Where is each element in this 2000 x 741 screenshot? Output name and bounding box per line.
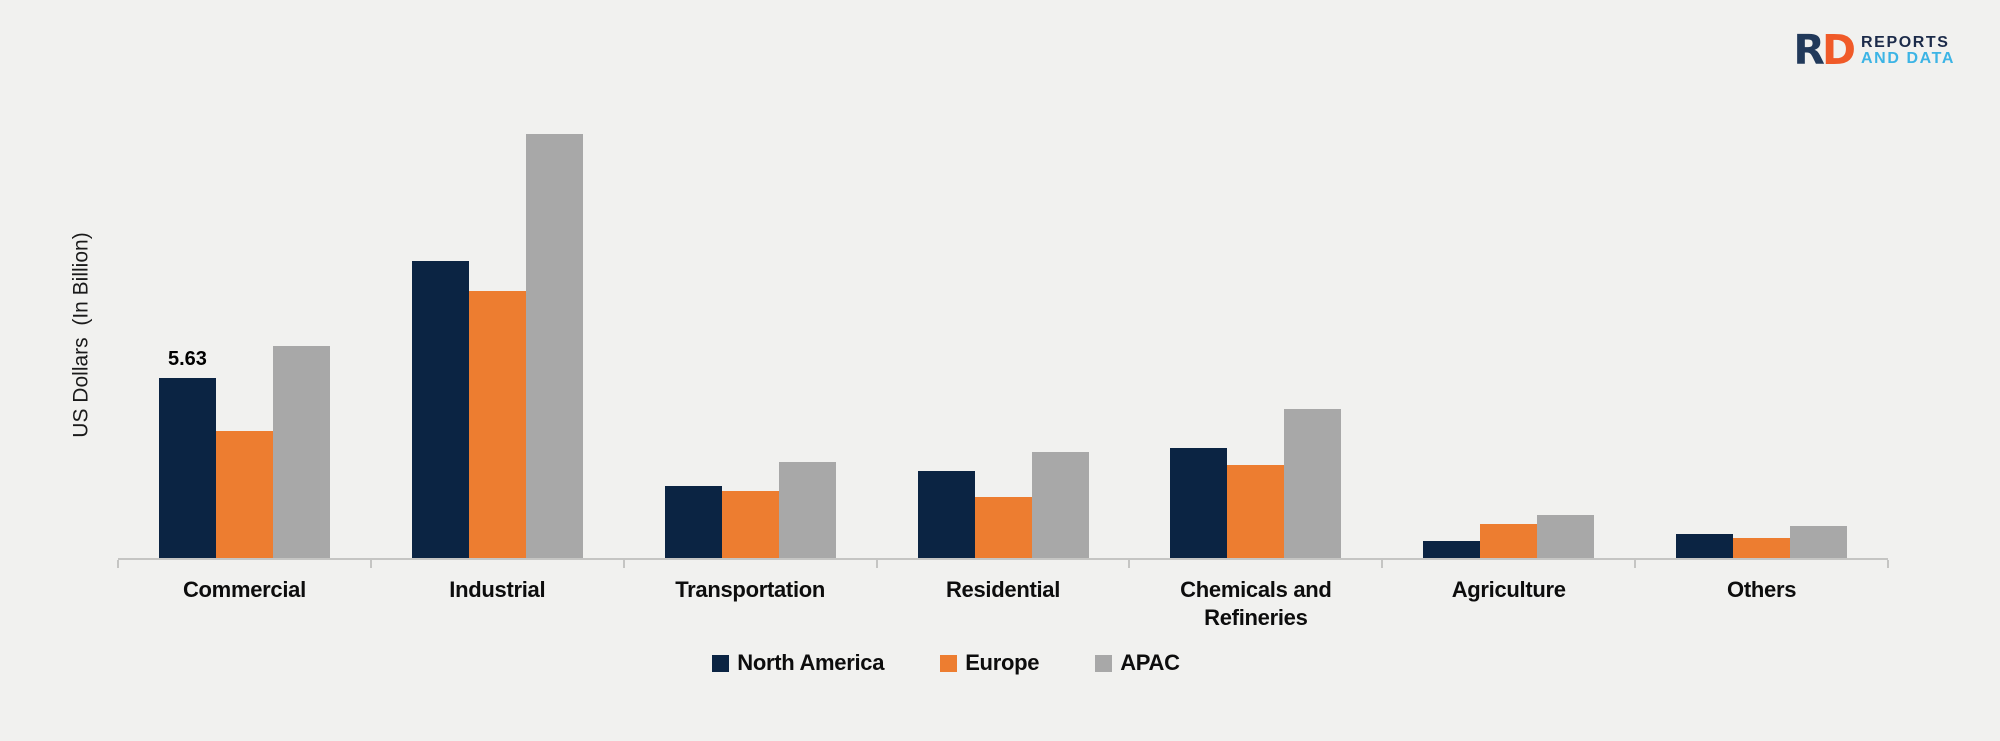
bar-europe-transportation (721, 491, 779, 558)
x-axis-tick (1128, 560, 1130, 568)
bar-col-apac-transportation (778, 462, 836, 558)
bar-north-america-transportation (664, 486, 722, 558)
x-axis-tick (1634, 560, 1636, 568)
bar-europe-agriculture (1480, 524, 1538, 558)
x-label-residential: Residential (877, 576, 1130, 631)
bar-group-industrial (371, 110, 624, 558)
bar-group-chemicals-and-refineries (1129, 110, 1382, 558)
bar-col-europe-residential (974, 497, 1032, 558)
x-axis-tick (623, 560, 625, 568)
legend-label-north-america: North America (737, 650, 885, 675)
brand-logo: R D REPORTS AND DATA (1793, 26, 1955, 74)
bar-apac-residential (1031, 452, 1089, 558)
data-label-north-america-commercial: 5.63 (167, 348, 207, 370)
bar-apac-commercial (272, 346, 330, 558)
bar-col-north-america-chemicals-and-refineries (1170, 448, 1228, 558)
x-axis-tick (370, 560, 372, 568)
x-label-text: Residential (945, 577, 1061, 602)
bar-north-america-residential (917, 471, 975, 558)
brand-logo-mark: R D (1793, 26, 1856, 74)
x-label-text: Agriculture (1451, 577, 1566, 602)
bar-group-agriculture (1382, 110, 1635, 558)
legend-swatch-apac (1095, 654, 1113, 672)
x-label-text: Chemicals and Refineries (1180, 577, 1332, 630)
bar-col-apac-others (1790, 526, 1848, 558)
bar-group-transportation (624, 110, 877, 558)
plot-area: 5.63 (118, 110, 1888, 558)
brand-logo-text: REPORTS AND DATA (1861, 33, 1955, 67)
bar-europe-chemicals-and-refineries (1227, 465, 1285, 558)
legend-item-north-america: North America (712, 650, 884, 676)
legend: North America Europe APAC (0, 650, 1892, 676)
bar-col-europe-transportation (721, 491, 779, 558)
bar-col-apac-residential (1031, 452, 1089, 558)
bar-europe-others (1733, 538, 1791, 558)
x-label-transportation: Transportation (624, 576, 877, 631)
bar-col-north-america-industrial (411, 261, 469, 558)
x-axis-line (118, 558, 1888, 560)
brand-name-line2: AND DATA (1861, 49, 1955, 67)
legend-swatch-europe (940, 654, 958, 672)
bar-col-north-america-agriculture (1423, 541, 1481, 558)
legend-label-apac: APAC (1120, 650, 1180, 675)
bar-col-north-america-residential (917, 471, 975, 558)
brand-name-line1: REPORTS (1861, 33, 1950, 51)
bar-group-commercial: 5.63 (118, 110, 371, 558)
bar-north-america-agriculture (1423, 541, 1481, 558)
x-label-chemicals-and-refineries: Chemicals and Refineries (1129, 576, 1382, 631)
bar-group-residential (877, 110, 1130, 558)
legend-swatch-north-america (712, 654, 730, 672)
x-axis-tick (1381, 560, 1383, 568)
y-axis-title-wrap: US Dollars (In Billion) (60, 170, 104, 500)
bar-col-north-america-commercial: 5.63 (158, 348, 216, 558)
legend-label-europe: Europe (965, 650, 1040, 675)
bar-apac-chemicals-and-refineries (1284, 409, 1342, 558)
legend-item-europe: Europe (940, 650, 1039, 676)
bar-north-america-chemicals-and-refineries (1170, 448, 1228, 558)
bar-europe-industrial (468, 291, 526, 558)
x-axis-tick (117, 560, 119, 568)
bar-col-north-america-others (1676, 534, 1734, 558)
bar-apac-others (1790, 526, 1848, 558)
bar-europe-commercial (215, 431, 273, 558)
x-axis-labels: Commercial Industrial Transportation Reside… (118, 576, 1888, 631)
bar-col-apac-industrial (525, 134, 583, 558)
logo-letter-r: R (1793, 26, 1825, 74)
bar-north-america-others (1676, 534, 1734, 558)
x-label-agriculture: Agriculture (1382, 576, 1635, 631)
bar-col-apac-chemicals-and-refineries (1284, 409, 1342, 558)
bar-col-europe-agriculture (1480, 524, 1538, 558)
logo-letter-d: D (1821, 26, 1856, 74)
bar-north-america-industrial (411, 261, 469, 558)
x-label-others: Others (1635, 576, 1888, 631)
legend-item-apac: APAC (1095, 650, 1180, 676)
x-label-text: Others (1727, 577, 1797, 602)
y-axis-title: US Dollars (In Billion) (70, 232, 94, 438)
bar-north-america-commercial (158, 378, 216, 558)
bar-col-europe-industrial (468, 291, 526, 558)
x-label-text: Transportation (675, 577, 826, 602)
bar-europe-residential (974, 497, 1032, 558)
x-axis-tick (876, 560, 878, 568)
bar-col-north-america-transportation (664, 486, 722, 558)
bar-col-apac-agriculture (1537, 515, 1595, 558)
x-label-text: Commercial (182, 577, 306, 602)
bar-col-europe-commercial (215, 431, 273, 558)
x-label-commercial: Commercial (118, 576, 371, 631)
bar-col-europe-others (1733, 538, 1791, 558)
x-label-text: Industrial (449, 577, 546, 602)
bar-group-others (1635, 110, 1888, 558)
bar-col-europe-chemicals-and-refineries (1227, 465, 1285, 558)
x-axis-tick (1887, 560, 1889, 568)
x-label-industrial: Industrial (371, 576, 624, 631)
bar-col-apac-commercial (272, 346, 330, 558)
bar-apac-industrial (525, 134, 583, 558)
bar-apac-transportation (778, 462, 836, 558)
bar-apac-agriculture (1537, 515, 1595, 558)
